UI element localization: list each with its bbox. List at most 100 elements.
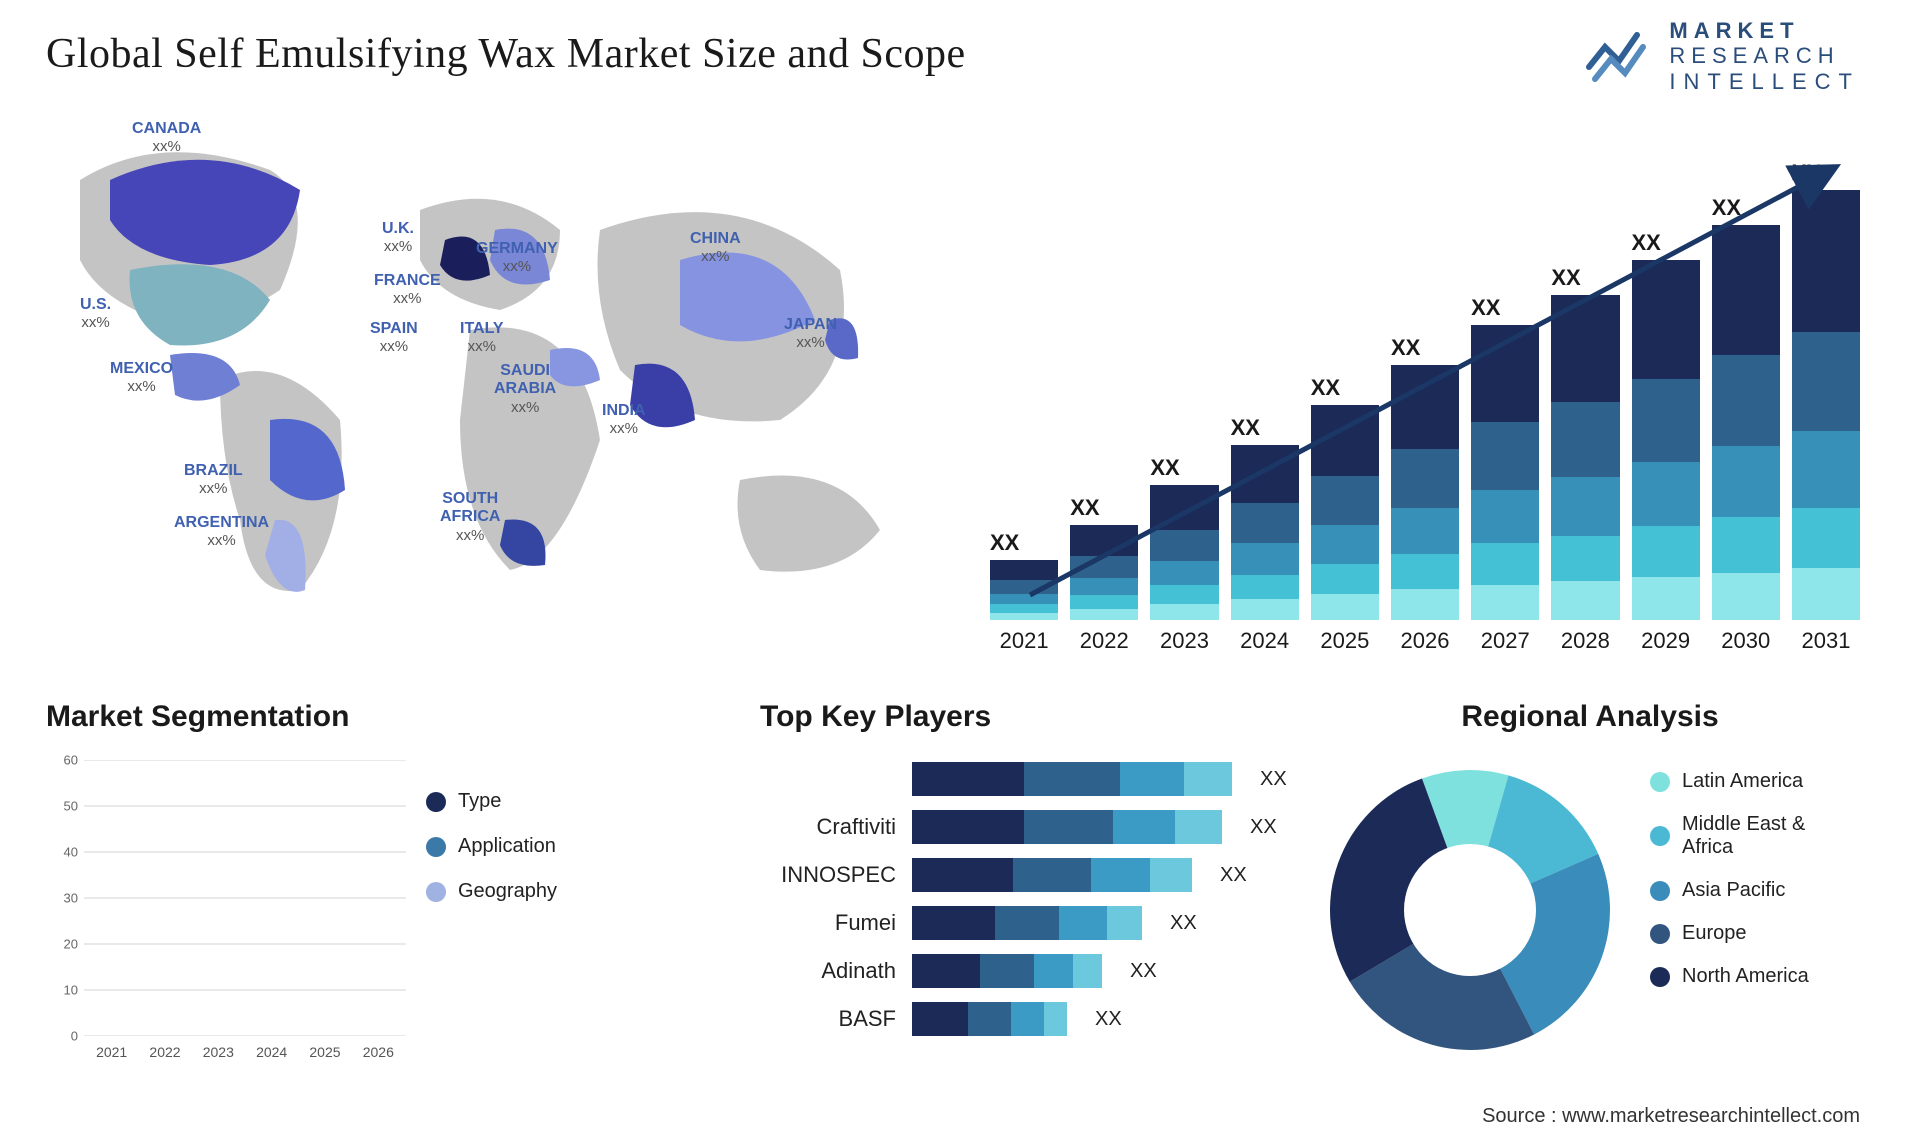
key-player-value: XX (1260, 768, 1287, 791)
key-player-row: Fumei XX (760, 906, 1300, 940)
forecast-bar-2022: XX (1070, 525, 1138, 620)
world-map-svg (40, 120, 940, 680)
forecast-bar-label: XX (1391, 335, 1420, 361)
segmentation-title: Market Segmentation (46, 700, 606, 734)
segmentation-year-label: 2026 (357, 1044, 400, 1060)
segmentation-ytick: 10 (64, 983, 78, 998)
forecast-bar-2031: XX (1792, 190, 1860, 620)
regional-legend-item: North America (1650, 965, 1860, 988)
regional-analysis: Regional Analysis Latin America Middle Ea… (1320, 700, 1860, 1070)
forecast-bar-2028: XX (1551, 295, 1619, 620)
key-player-value: XX (1250, 816, 1277, 839)
map-label-spain: SPAINxx% (370, 320, 418, 356)
forecast-bar-2030: XX (1712, 225, 1780, 620)
map-label-france: FRANCExx% (374, 272, 441, 308)
map-label-saudi-arabia: SAUDIARABIAxx% (494, 362, 556, 416)
segmentation-year-label: 2024 (250, 1044, 293, 1060)
forecast-bar-label: XX (1070, 495, 1099, 521)
map-label-italy: ITALYxx% (460, 320, 504, 356)
forecast-year-label: 2029 (1632, 620, 1700, 660)
key-player-name: INNOSPEC (760, 862, 896, 888)
forecast-year-label: 2021 (990, 620, 1058, 660)
regional-donut (1320, 760, 1620, 1060)
key-players-title: Top Key Players (760, 700, 1300, 734)
segmentation-ytick: 50 (64, 799, 78, 814)
forecast-bar-label: XX (1792, 160, 1821, 186)
forecast-year-label: 2027 (1471, 620, 1539, 660)
forecast-year-label: 2031 (1792, 620, 1860, 660)
map-label-china: CHINAxx% (690, 230, 741, 266)
forecast-bar-2027: XX (1471, 325, 1539, 620)
map-label-south-africa: SOUTHAFRICAxx% (440, 490, 500, 544)
key-player-row: Craftiviti XX (760, 810, 1300, 844)
brand-logo: MARKET RESEARCH INTELLECT (1585, 18, 1860, 94)
key-player-row: AdinathXX (760, 954, 1300, 988)
map-region-saudi (550, 348, 600, 386)
forecast-bar-label: XX (1311, 375, 1340, 401)
forecast-bar-2029: XX (1632, 260, 1700, 620)
regional-legend-item: Asia Pacific (1650, 879, 1860, 902)
forecast-bar-2023: XX (1150, 485, 1218, 620)
forecast-year-label: 2030 (1712, 620, 1780, 660)
segmentation-legend-item: Application (426, 835, 606, 858)
forecast-bar-2025: XX (1311, 405, 1379, 620)
key-player-name: Adinath (760, 958, 896, 984)
forecast-year-label: 2028 (1551, 620, 1619, 660)
segmentation-legend-item: Type (426, 790, 606, 813)
forecast-bar-label: XX (1632, 230, 1661, 256)
segmentation-year-label: 2025 (303, 1044, 346, 1060)
map-label-argentina: ARGENTINAxx% (174, 514, 269, 550)
segmentation-chart: Market Segmentation 0 10 20 30 40 50 60 2021 20… (46, 700, 606, 1070)
segmentation-ytick: 60 (64, 753, 78, 768)
forecast-chart: XXXXXXXXXXXXXXXXXXXXXX 20212022202320242… (990, 120, 1860, 660)
source-attribution: Source : www.marketresearchintellect.com (1482, 1105, 1860, 1128)
forecast-year-label: 2026 (1391, 620, 1459, 660)
segmentation-ytick: 30 (64, 891, 78, 906)
forecast-bar-label: XX (1471, 295, 1500, 321)
forecast-bar-2026: XX (1391, 365, 1459, 620)
segmentation-ytick: 0 (71, 1029, 78, 1044)
segmentation-year-label: 2021 (90, 1044, 133, 1060)
regional-legend: Latin America Middle East & Africa Asia Pa… (1650, 770, 1860, 988)
map-label-u-k-: U.K.xx% (382, 220, 414, 256)
map-label-brazil: BRAZILxx% (184, 462, 243, 498)
forecast-year-label: 2022 (1070, 620, 1138, 660)
map-label-japan: JAPANxx% (784, 316, 837, 352)
key-player-row: XX (760, 762, 1300, 796)
key-player-name: Craftiviti (760, 814, 896, 840)
forecast-bar-2021: XX (990, 560, 1058, 620)
forecast-bar-label: XX (1712, 195, 1741, 221)
forecast-bar-label: XX (1231, 415, 1260, 441)
regional-legend-item: Middle East & Africa (1650, 813, 1860, 859)
map-label-germany: GERMANYxx% (476, 240, 558, 276)
map-label-india: INDIAxx% (602, 402, 646, 438)
forecast-year-label: 2025 (1311, 620, 1379, 660)
regional-legend-item: Europe (1650, 922, 1860, 945)
forecast-bar-label: XX (990, 530, 1019, 556)
segmentation-legend-item: Geography (426, 880, 606, 903)
brand-logo-mark (1585, 21, 1655, 91)
segmentation-year-label: 2022 (143, 1044, 186, 1060)
key-player-name: Fumei (760, 910, 896, 936)
segmentation-ytick: 40 (64, 845, 78, 860)
regional-legend-item: Latin America (1650, 770, 1860, 793)
forecast-bar-2024: XX (1231, 445, 1299, 620)
key-player-value: XX (1170, 912, 1197, 935)
segmentation-year-label: 2023 (197, 1044, 240, 1060)
forecast-bar-label: XX (1551, 265, 1580, 291)
map-label-u-s-: U.S.xx% (80, 296, 111, 332)
map-label-mexico: MEXICOxx% (110, 360, 173, 396)
segmentation-legend: Type Application Geography (426, 790, 606, 903)
key-players-chart: Top Key Players XX Craftiviti XX INNOSPEC XX… (760, 700, 1300, 1070)
map-label-canada: CANADAxx% (132, 120, 201, 156)
key-player-row: INNOSPEC XX (760, 858, 1300, 892)
key-player-name: BASF (760, 1006, 896, 1032)
forecast-year-label: 2024 (1231, 620, 1299, 660)
segmentation-ytick: 20 (64, 937, 78, 952)
key-player-value: XX (1220, 864, 1247, 887)
forecast-bar-label: XX (1150, 455, 1179, 481)
brand-logo-text: MARKET RESEARCH INTELLECT (1669, 18, 1860, 94)
regional-analysis-title: Regional Analysis (1320, 700, 1860, 734)
key-player-row: BASFXX (760, 1002, 1300, 1036)
world-map: CANADAxx% U.S.xx% MEXICOxx% BRAZILxx% ARGENT… (40, 120, 940, 680)
